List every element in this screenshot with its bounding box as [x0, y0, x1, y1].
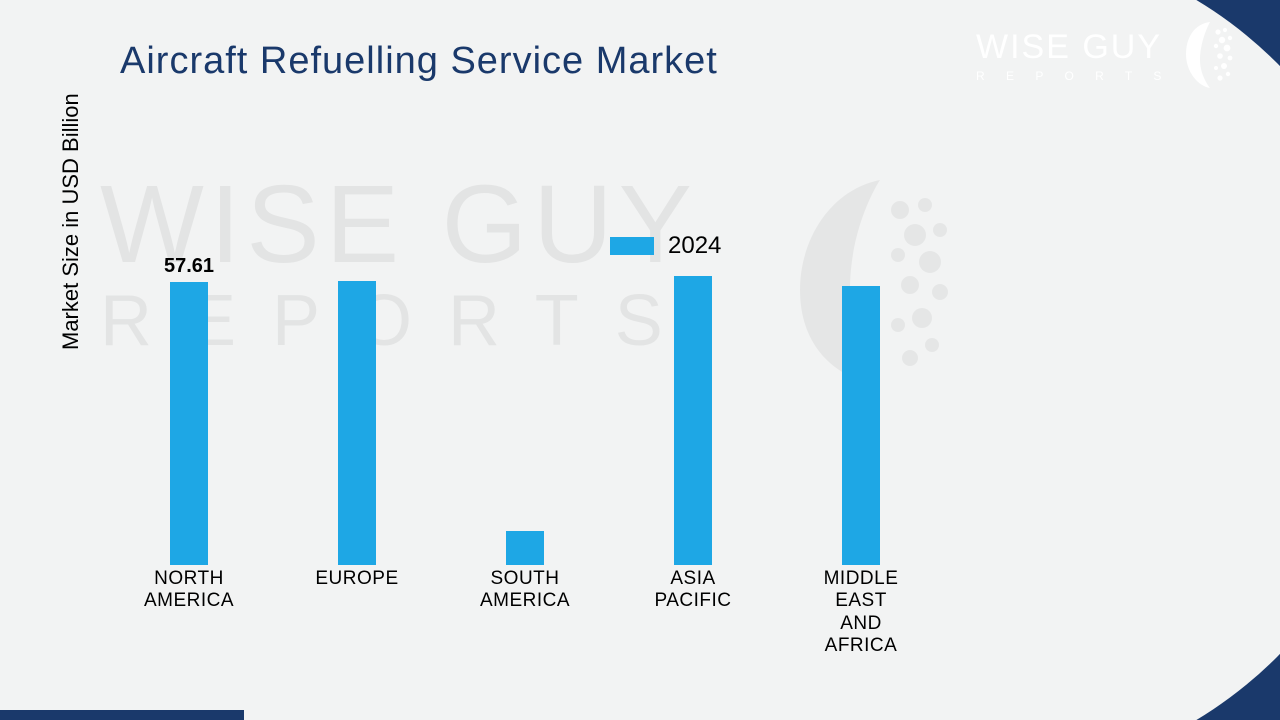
- x-axis-category: MIDDLEEASTANDAFRICA: [777, 568, 945, 658]
- bar-slot: [441, 255, 609, 565]
- x-axis-category: SOUTHAMERICA: [441, 568, 609, 658]
- bar: [170, 282, 208, 565]
- bar-slot: [777, 255, 945, 565]
- chart-title: Aircraft Refuelling Service Market: [120, 40, 718, 83]
- x-axis: NORTHAMERICAEUROPESOUTHAMERICAASIAPACIFI…: [105, 568, 945, 658]
- legend-swatch: [610, 237, 654, 255]
- bar-slot: 57.61: [105, 255, 273, 565]
- x-axis-category: EUROPE: [273, 568, 441, 658]
- bar-value-label: 57.61: [164, 255, 214, 278]
- x-axis-category: ASIAPACIFIC: [609, 568, 777, 658]
- bar: [506, 531, 544, 565]
- chart-plot-area: 57.61: [105, 255, 945, 565]
- brand-logo: WISE GUY R E P O R T S: [976, 20, 1256, 90]
- footer-accent-bar: [0, 710, 244, 720]
- bar: [842, 286, 880, 565]
- logo-sub-text: R E P O R T S: [976, 69, 1170, 83]
- bar: [674, 276, 712, 565]
- logo-main-text: WISE GUY: [976, 28, 1170, 67]
- bar-slot: [273, 255, 441, 565]
- y-axis-label: Market Size in USD Billion: [58, 93, 84, 350]
- logo-head-icon: [1180, 20, 1236, 90]
- bar-slot: [609, 255, 777, 565]
- x-axis-category: NORTHAMERICA: [105, 568, 273, 658]
- bar: [338, 281, 376, 565]
